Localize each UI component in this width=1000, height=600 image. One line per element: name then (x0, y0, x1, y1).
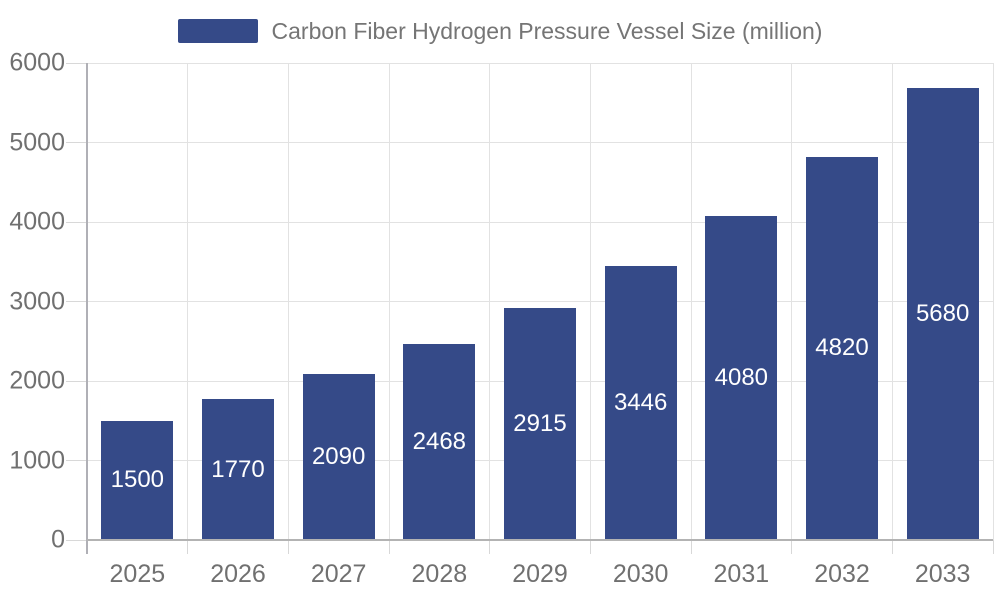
x-tick (690, 540, 692, 554)
gridline-v (992, 63, 994, 540)
bar-value-label: 2090 (311, 442, 366, 470)
gridline-v (791, 63, 793, 540)
gridline-v (690, 63, 692, 540)
bar[interactable]: 2915 (504, 308, 576, 540)
bar-value-label: 3446 (613, 389, 668, 416)
y-tick (66, 301, 87, 302)
bar-value-label: 1500 (110, 466, 165, 494)
gridline-v (489, 63, 491, 540)
gridline-h (87, 62, 993, 64)
x-tick (891, 540, 893, 554)
bar[interactable]: 3446 (604, 266, 677, 540)
x-axis-label: 2026 (210, 560, 266, 588)
y-axis-label: 4000 (9, 207, 65, 236)
gridline-h (87, 301, 993, 302)
x-axis-label: 2028 (411, 560, 468, 588)
bar[interactable]: 5680 (906, 88, 979, 540)
x-tick (992, 540, 994, 554)
bar[interactable]: 1770 (202, 399, 274, 540)
y-axis-line (86, 63, 88, 554)
bar-value-label: 1770 (211, 455, 265, 483)
y-axis-label: 0 (51, 525, 65, 554)
x-axis-label: 2029 (512, 560, 568, 588)
gridline-v (388, 63, 390, 540)
bar-value-label: 2915 (513, 410, 567, 438)
bar-value-label: 4820 (815, 334, 869, 362)
bar-value-label: 2468 (412, 427, 467, 455)
bar-value-label: 5680 (915, 300, 970, 328)
legend[interactable]: Carbon Fiber Hydrogen Pressure Vessel Si… (0, 15, 1000, 47)
x-axis-label: 2027 (310, 560, 367, 588)
y-tick (66, 380, 87, 382)
bar[interactable]: 1500 (101, 420, 174, 540)
x-tick (287, 540, 289, 554)
legend-label: Carbon Fiber Hydrogen Pressure Vessel Si… (271, 17, 823, 44)
x-tick (187, 540, 189, 554)
gridline-v (891, 63, 893, 540)
y-tick (66, 221, 87, 223)
gridline-h (87, 142, 993, 143)
bar-value-label: 4080 (714, 363, 769, 391)
x-axis-label: 2033 (914, 560, 971, 588)
x-tick (791, 540, 793, 554)
bar[interactable]: 2468 (403, 343, 476, 540)
gridline-v (187, 63, 189, 540)
legend-swatch (177, 19, 258, 43)
x-tick (489, 540, 491, 554)
y-tick (66, 142, 87, 143)
y-axis-label: 5000 (9, 128, 65, 156)
x-axis-label: 2025 (109, 560, 166, 588)
y-tick (66, 62, 87, 64)
y-axis-label: 1000 (9, 446, 65, 474)
gridline-v (287, 63, 289, 540)
y-axis-label: 2000 (9, 366, 65, 395)
x-axis-label: 2031 (713, 560, 770, 588)
y-tick (66, 539, 87, 541)
y-tick (66, 460, 87, 461)
x-axis-label: 2032 (814, 560, 870, 588)
bar[interactable]: 2090 (302, 373, 375, 540)
x-axis-line (87, 539, 993, 541)
x-tick (589, 540, 591, 554)
bar[interactable]: 4080 (705, 215, 778, 540)
x-axis-label: 2030 (612, 560, 669, 588)
gridline-v (589, 63, 591, 540)
gridline-h (87, 221, 993, 223)
y-axis-label: 3000 (9, 287, 65, 315)
x-tick (388, 540, 390, 554)
y-axis-label: 6000 (9, 48, 65, 77)
bar[interactable]: 4820 (806, 156, 878, 540)
